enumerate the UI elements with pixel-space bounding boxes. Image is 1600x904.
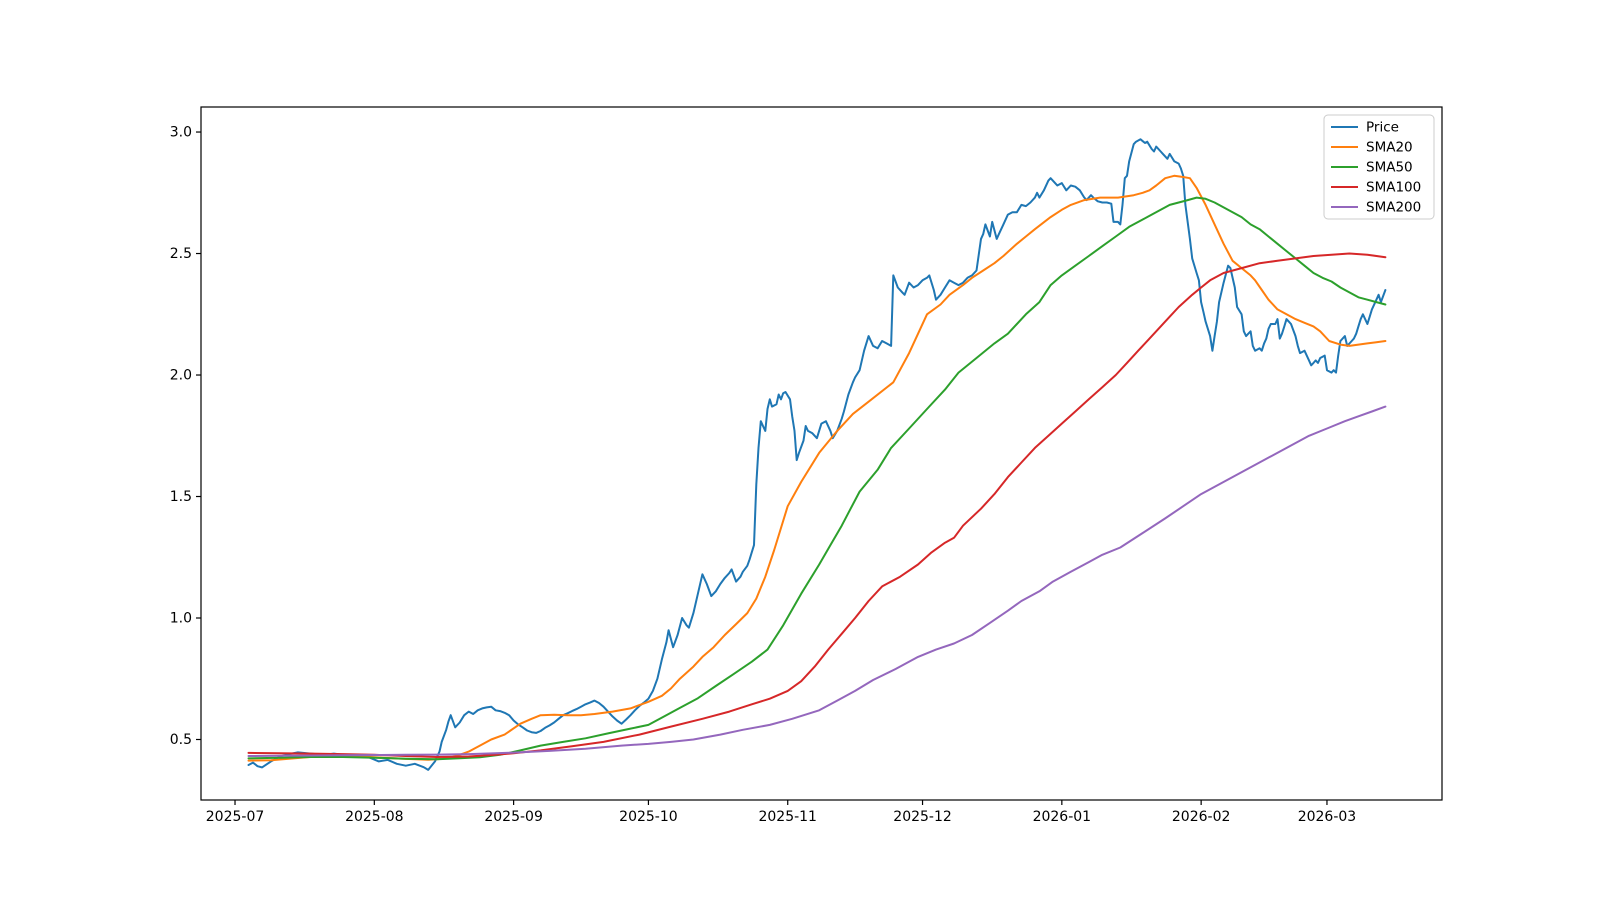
series-lines bbox=[247, 138, 1387, 771]
x-tick-label: 2026-02 bbox=[1172, 809, 1231, 825]
legend-item-price: Price bbox=[1331, 120, 1399, 136]
legend-label: Price bbox=[1366, 120, 1399, 136]
sma20-line bbox=[247, 174, 1387, 762]
legend: Price SMA20 SMA50 SMA100 SMA200 bbox=[1323, 114, 1435, 220]
x-tick-label: 2025-07 bbox=[206, 809, 265, 825]
y-tick-label: 1.5 bbox=[170, 489, 192, 505]
y-tick-label: 2.5 bbox=[170, 246, 192, 262]
legend-label: SMA50 bbox=[1366, 160, 1413, 176]
legend-label: SMA20 bbox=[1366, 140, 1413, 156]
x-tick-label: 2025-11 bbox=[758, 809, 817, 825]
legend-label: SMA200 bbox=[1366, 200, 1421, 216]
x-tick-label: 2025-12 bbox=[893, 809, 952, 825]
axis-ticks: 2025-07 2025-08 2025-09 2025-10 2025-11 2025-… bbox=[170, 125, 1356, 825]
price-line bbox=[247, 138, 1387, 771]
legend-box bbox=[1323, 114, 1435, 220]
y-tick-label: 1.0 bbox=[170, 611, 192, 627]
y-tick-label: 3.0 bbox=[170, 125, 192, 141]
x-tick-label: 2025-08 bbox=[345, 809, 404, 825]
plot-box bbox=[200, 106, 1443, 801]
legend-item-sma20: SMA20 bbox=[1331, 140, 1413, 156]
y-tick-label: 0.5 bbox=[170, 732, 192, 748]
x-tick-label: 2025-10 bbox=[619, 809, 678, 825]
x-tick-label: 2025-09 bbox=[484, 809, 543, 825]
legend-item-sma100: SMA100 bbox=[1331, 180, 1421, 196]
sma50-line bbox=[247, 196, 1387, 761]
y-tick-label: 2.0 bbox=[170, 368, 192, 384]
plot-area-spines bbox=[200, 106, 1443, 801]
sma200-line bbox=[247, 405, 1387, 757]
legend-label: SMA100 bbox=[1366, 180, 1421, 196]
legend-item-sma200: SMA200 bbox=[1331, 200, 1421, 216]
sma100-line bbox=[247, 252, 1387, 758]
x-tick-label: 2026-03 bbox=[1298, 809, 1357, 825]
x-tick-label: 2026-01 bbox=[1033, 809, 1092, 825]
legend-item-sma50: SMA50 bbox=[1331, 160, 1413, 176]
